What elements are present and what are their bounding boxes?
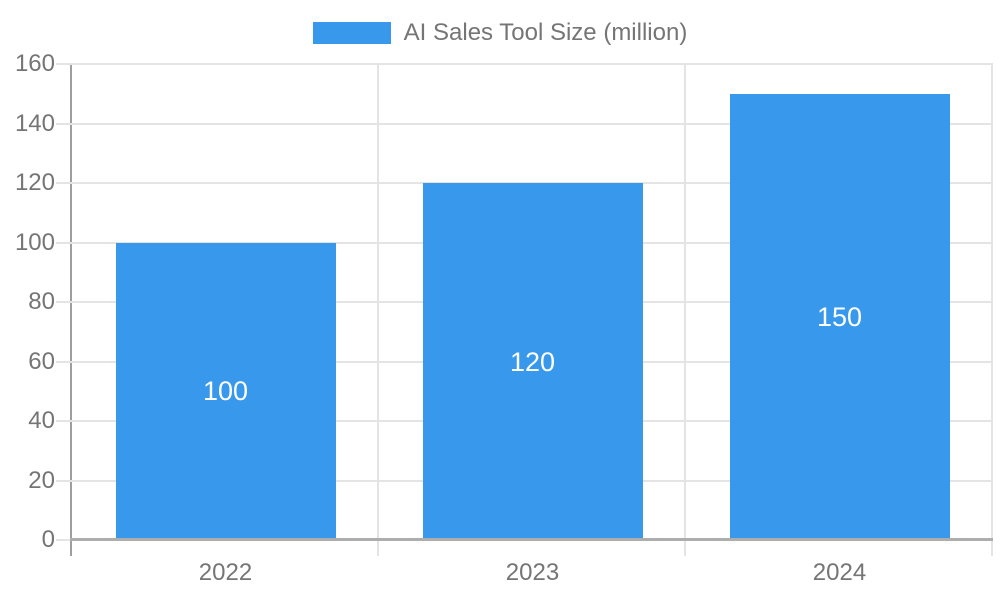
y-axis-line: [70, 64, 72, 556]
bar-2023[interactable]: 120: [422, 183, 643, 540]
gridline-y-160: [72, 63, 993, 65]
x-tick-label-2023: 2023: [505, 559, 560, 586]
gridline-x-boundary-1: [377, 64, 379, 556]
y-tick-mark-160: [56, 63, 72, 65]
y-tick-mark-20: [56, 479, 72, 482]
y-tick-mark-100: [56, 241, 72, 244]
y-tick-label-120: 120: [14, 169, 55, 196]
bar-2024[interactable]: 150: [729, 93, 950, 540]
plot-area: 100 120 150: [72, 63, 993, 556]
bar-value-label-2024: 150: [816, 301, 863, 332]
y-tick-label-80: 80: [28, 288, 55, 315]
y-tick-label-0: 0: [41, 526, 55, 553]
y-tick-mark-120: [56, 182, 72, 184]
x-axis-line: [70, 538, 993, 541]
y-tick-label-160: 160: [14, 50, 55, 77]
gridline-x-boundary-3: [991, 64, 993, 556]
gridline-y-140: [72, 122, 993, 125]
legend-label: AI Sales Tool Size (million): [403, 19, 688, 46]
y-tick-label-40: 40: [28, 407, 55, 434]
x-tick-label-2024: 2024: [812, 559, 867, 586]
legend[interactable]: AI Sales Tool Size (million): [0, 16, 1000, 50]
y-tick-label-20: 20: [28, 466, 55, 494]
bar-2022[interactable]: 100: [115, 242, 336, 540]
y-tick-label-60: 60: [28, 347, 55, 375]
bar-value-label-2022: 100: [202, 376, 249, 407]
y-tick-label-100: 100: [14, 228, 55, 256]
y-tick-mark-60: [56, 360, 72, 363]
legend-swatch-icon: [312, 22, 391, 44]
y-tick-label-140: 140: [14, 109, 55, 137]
bar-value-label-2023: 120: [509, 346, 556, 377]
y-tick-mark-0: [56, 539, 72, 541]
y-tick-mark-140: [56, 122, 72, 125]
y-tick-mark-40: [56, 420, 72, 422]
x-tick-label-2022: 2022: [198, 559, 253, 586]
gridline-x-boundary-2: [684, 64, 686, 556]
y-tick-mark-80: [56, 301, 72, 303]
